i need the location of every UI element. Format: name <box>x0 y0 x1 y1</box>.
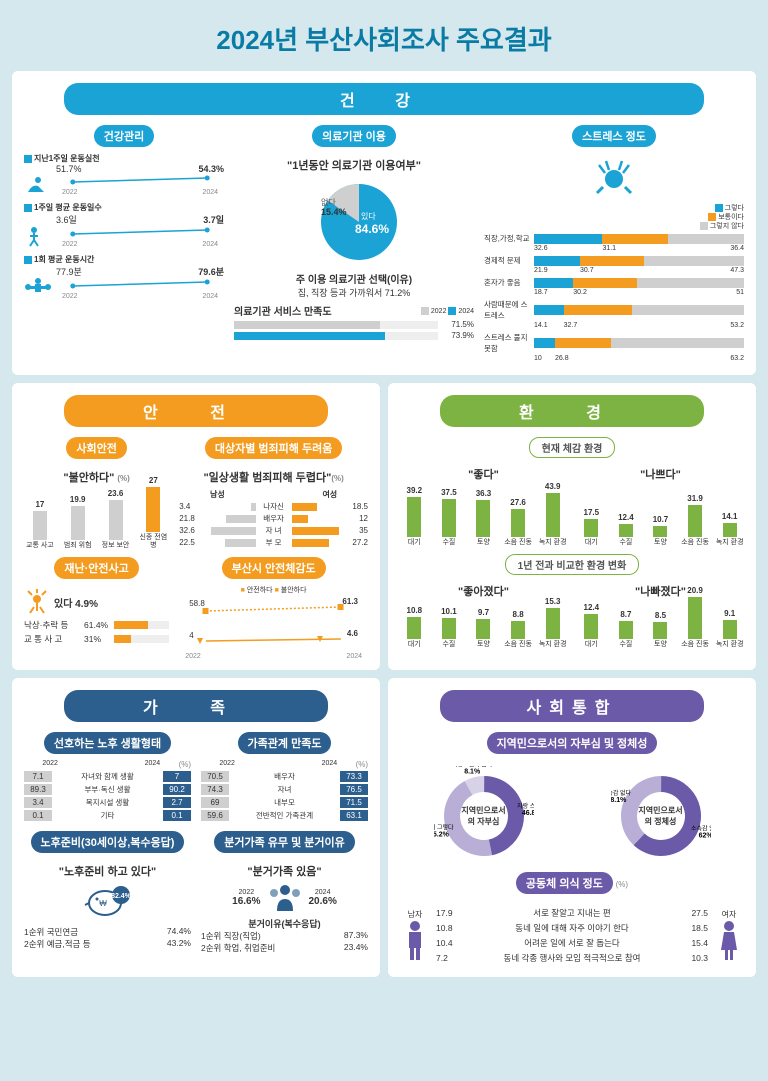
piggy-icon: 82.4% ₩ <box>83 883 133 919</box>
choice-text: 집, 직장 등과 가까워서 71.2% <box>234 286 474 299</box>
safety-panel: 안 전 사회안전 "불안하다" (%) 17교통 사고19.9범죄 위험23.6… <box>12 383 380 670</box>
page-title: 2024년 부산사회조사 주요결과 <box>12 20 756 57</box>
community-head: 공동체 의식 정도 <box>516 872 613 894</box>
env-head: 환 경 <box>440 395 704 427</box>
svg-text:15.4%: 15.4% <box>321 207 347 217</box>
sep-head: 분거가족 유무 및 분거이유 <box>214 831 355 853</box>
feel-head: 부산시 안전체감도 <box>222 557 326 579</box>
stress-head: 스트레스 정도 <box>572 125 656 147</box>
retire-head: 노후준비(30세이상,복수응답) <box>31 831 185 853</box>
env-panel: 환 경 현재 체감 환경 "좋다"39.2대기37.5수질36.3토양27.6소… <box>388 383 756 670</box>
svg-text:82.4%: 82.4% <box>111 893 132 900</box>
disaster-icon <box>24 589 50 615</box>
famsat-head: 가족관계 만족도 <box>238 732 332 754</box>
stress-icon <box>589 157 639 197</box>
env-good-chart: 39.2대기37.5수질36.3토양27.6소음 진동43.9녹지 환경 <box>400 486 567 546</box>
pride-donut-1: 자랑 스럽다46.8%그저 그렇다45.2%자랑스럽지 않다8.1% 지역민으로… <box>434 766 534 866</box>
svg-text:46.8%: 46.8% <box>521 810 533 817</box>
svg-text:있다: 있다 <box>361 211 376 221</box>
social-head: 사회통합 <box>440 690 704 722</box>
svg-text:38.1%: 38.1% <box>611 797 627 804</box>
env-change-head: 1년 전과 비교한 환경 변화 <box>505 554 640 575</box>
medical-pie: 없다 15.4% 있다 84.6% <box>299 177 409 267</box>
social-chart: 17교통 사고19.9범죄 위험23.6정보 보안27신종 전염병 <box>24 489 169 549</box>
pref-head: 선호하는 노후 생활형태 <box>44 732 171 754</box>
medical-head: 의료기관 이용 <box>312 125 396 147</box>
health-mgmt: 건강관리 지난1주일 운동실천 51.7%54.3% 202220241주일 평… <box>24 125 224 365</box>
env-worse-chart: 12.4대기8.7수질8.5토양20.9소음 진동9.1녹지 환경 <box>577 603 744 648</box>
female-icon <box>718 920 740 960</box>
sat-head: 의료기관 서비스 만족도 <box>234 303 332 318</box>
people-icon <box>267 883 303 913</box>
svg-text:그저 그렇다: 그저 그렇다 <box>434 824 454 832</box>
env-current-head: 현재 체감 환경 <box>529 437 616 458</box>
health-head: 건 강 <box>64 83 704 115</box>
family-head: 가 족 <box>64 690 328 722</box>
svg-text:자랑 스럽다: 자랑 스럽다 <box>517 802 534 810</box>
svg-text:45.2%: 45.2% <box>434 832 450 839</box>
svg-text:62%: 62% <box>698 833 710 840</box>
safety-head: 안 전 <box>64 395 328 427</box>
pride-donut-2: 소속감 있다62%소속감 없다38.1% 지역민으로서의 정체성 <box>611 766 711 866</box>
social-panel: 사회통합 지역민으로서의 자부심 및 정체성 자랑 스럽다46.8% 그저 그렇다… <box>388 678 756 977</box>
pride-head: 지역민으로서의 자부심 및 정체성 <box>487 732 658 754</box>
social-head: 사회안전 <box>66 437 126 459</box>
env-bad-chart: 17.5대기12.4수질10.7토양31.9소음 진동14.1녹지 환경 <box>577 486 744 546</box>
health-panel: 건 강 건강관리 지난1주일 운동실천 51.7%54.3% 202220241… <box>12 71 756 375</box>
mgmt-head: 건강관리 <box>94 125 154 147</box>
family-panel: 가 족 선호하는 노후 생활형태 20222024(%) 7.1자녀와 함께 생… <box>12 678 380 977</box>
svg-text:₩: ₩ <box>99 899 107 908</box>
svg-text:소속감 있다: 소속감 있다 <box>690 825 710 833</box>
crime-head: 대상자별 범죄피해 두려움 <box>205 437 342 459</box>
health-medical: 의료기관 이용 "1년동안 의료기관 이용여부" 없다 15.4% 있다 84.… <box>234 125 474 365</box>
male-icon <box>404 920 426 960</box>
health-stress: 스트레스 정도 그렇다 보통이다 그렇지 않다 직장,가정,학교 32.631.… <box>484 125 744 365</box>
feel-chart <box>189 599 358 649</box>
choice-head: 주 이용 의료기관 선택(이유) <box>234 271 474 286</box>
svg-text:소속감 없다: 소속감 없다 <box>611 789 632 797</box>
disaster-head: 재난·안전사고 <box>54 557 138 579</box>
crime-quote: "일상생활 범죄피해 두렵다"(%) <box>179 469 368 485</box>
medical-quote: "1년동안 의료기관 이용여부" <box>234 157 474 173</box>
env-better-chart: 10.8대기10.1수질9.7토양8.8소음 진동15.3녹지 환경 <box>400 603 567 648</box>
svg-text:84.6%: 84.6% <box>355 222 389 236</box>
svg-text:8.1%: 8.1% <box>464 769 481 776</box>
svg-text:없다: 없다 <box>321 198 336 207</box>
